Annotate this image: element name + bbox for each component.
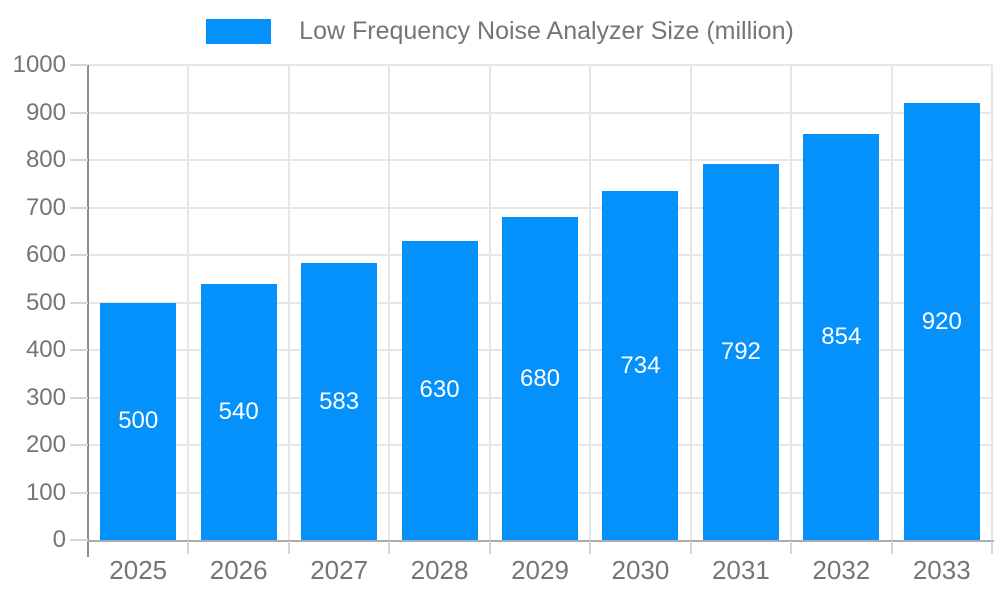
bar-value-label: 734	[620, 351, 661, 379]
v-gridline	[991, 65, 993, 540]
y-axis-label: 500	[25, 288, 66, 316]
x-axis-label-2030: 2030	[611, 555, 670, 585]
y-axis-label: 900	[25, 98, 66, 126]
bar-value-label: 920	[921, 307, 962, 335]
bar-2026[interactable]: 540	[200, 283, 277, 540]
x-axis-tick	[689, 541, 692, 554]
bar-value-label: 854	[821, 323, 862, 351]
v-gridline	[287, 65, 290, 540]
bar-value-label: 680	[519, 364, 561, 392]
x-axis	[87, 540, 994, 542]
x-axis-label-2029: 2029	[511, 555, 569, 585]
x-axis-label-2026: 2026	[209, 555, 268, 585]
y-axis-tick	[70, 254, 88, 256]
bar-2029[interactable]: 680	[502, 217, 578, 540]
legend-label: Low Frequency Noise Analyzer Size (milli…	[299, 17, 794, 45]
v-gridline	[790, 65, 793, 540]
x-axis-label-2027: 2027	[310, 555, 369, 585]
h-gridline	[88, 111, 992, 114]
x-axis-label-2028: 2028	[410, 555, 469, 585]
x-axis-tick	[790, 541, 793, 554]
y-axis-label: 800	[25, 146, 66, 173]
x-axis-tick	[287, 541, 290, 554]
y-axis-label: 300	[25, 383, 66, 411]
bar-value-label: 630	[419, 376, 460, 404]
x-axis-label-2032: 2032	[812, 555, 871, 585]
y-axis-label: 200	[25, 431, 66, 458]
y-axis-tick	[70, 396, 88, 399]
bar-2032[interactable]: 854	[803, 134, 880, 540]
y-axis-label: 600	[25, 241, 66, 268]
y-axis-tick	[70, 206, 88, 209]
y-axis-label: 700	[25, 193, 66, 221]
legend-swatch-icon	[206, 19, 272, 44]
v-gridline	[488, 65, 491, 540]
y-axis-label: 0	[52, 526, 66, 553]
y-axis-tick	[70, 111, 88, 114]
h-gridline	[88, 64, 992, 66]
bar-2025[interactable]: 500	[100, 302, 177, 540]
bar-2030[interactable]: 734	[602, 191, 679, 540]
v-gridline	[890, 65, 893, 540]
h-gridline	[88, 206, 992, 209]
y-axis-tick	[70, 301, 88, 304]
bar-2028[interactable]: 630	[401, 240, 478, 540]
x-axis-label-2033: 2033	[912, 555, 971, 585]
h-gridline	[88, 159, 992, 161]
x-axis-label-2025: 2025	[109, 555, 168, 585]
y-axis-tick	[70, 159, 88, 161]
y-axis	[87, 65, 89, 557]
y-axis-tick	[70, 444, 88, 446]
y-axis-tick	[70, 539, 88, 541]
bar-value-label: 583	[319, 387, 360, 415]
bar-2031[interactable]: 792	[702, 163, 779, 540]
legend: Low Frequency Noise Analyzer Size (milli…	[0, 17, 1000, 46]
v-gridline	[388, 65, 391, 540]
v-gridline	[689, 65, 692, 540]
y-axis-label: 400	[25, 336, 66, 363]
x-axis-tick	[890, 541, 893, 554]
bar-value-label: 500	[118, 407, 159, 435]
x-axis-tick	[488, 541, 491, 554]
y-axis-tick	[70, 491, 88, 494]
x-axis-tick	[991, 541, 993, 554]
x-axis-tick	[187, 541, 190, 554]
plot-area: 500 540 583 630 680 734 792 854 920	[88, 64, 993, 540]
v-gridline	[589, 65, 592, 540]
y-axis-tick	[70, 64, 88, 66]
bar-2027[interactable]: 583	[301, 263, 378, 540]
x-axis-tick	[589, 541, 592, 554]
bar-value-label: 540	[218, 397, 259, 425]
y-axis-tick	[70, 349, 88, 351]
bar-value-label: 792	[720, 337, 761, 365]
x-axis-tick	[388, 541, 391, 554]
y-axis-label: 100	[25, 478, 66, 506]
y-axis-label: 1000	[12, 51, 66, 78]
legend-item[interactable]: Low Frequency Noise Analyzer Size (milli…	[206, 17, 794, 46]
x-axis-label-2031: 2031	[711, 555, 770, 585]
v-gridline	[187, 65, 190, 540]
bar-2033[interactable]: 920	[903, 103, 980, 540]
